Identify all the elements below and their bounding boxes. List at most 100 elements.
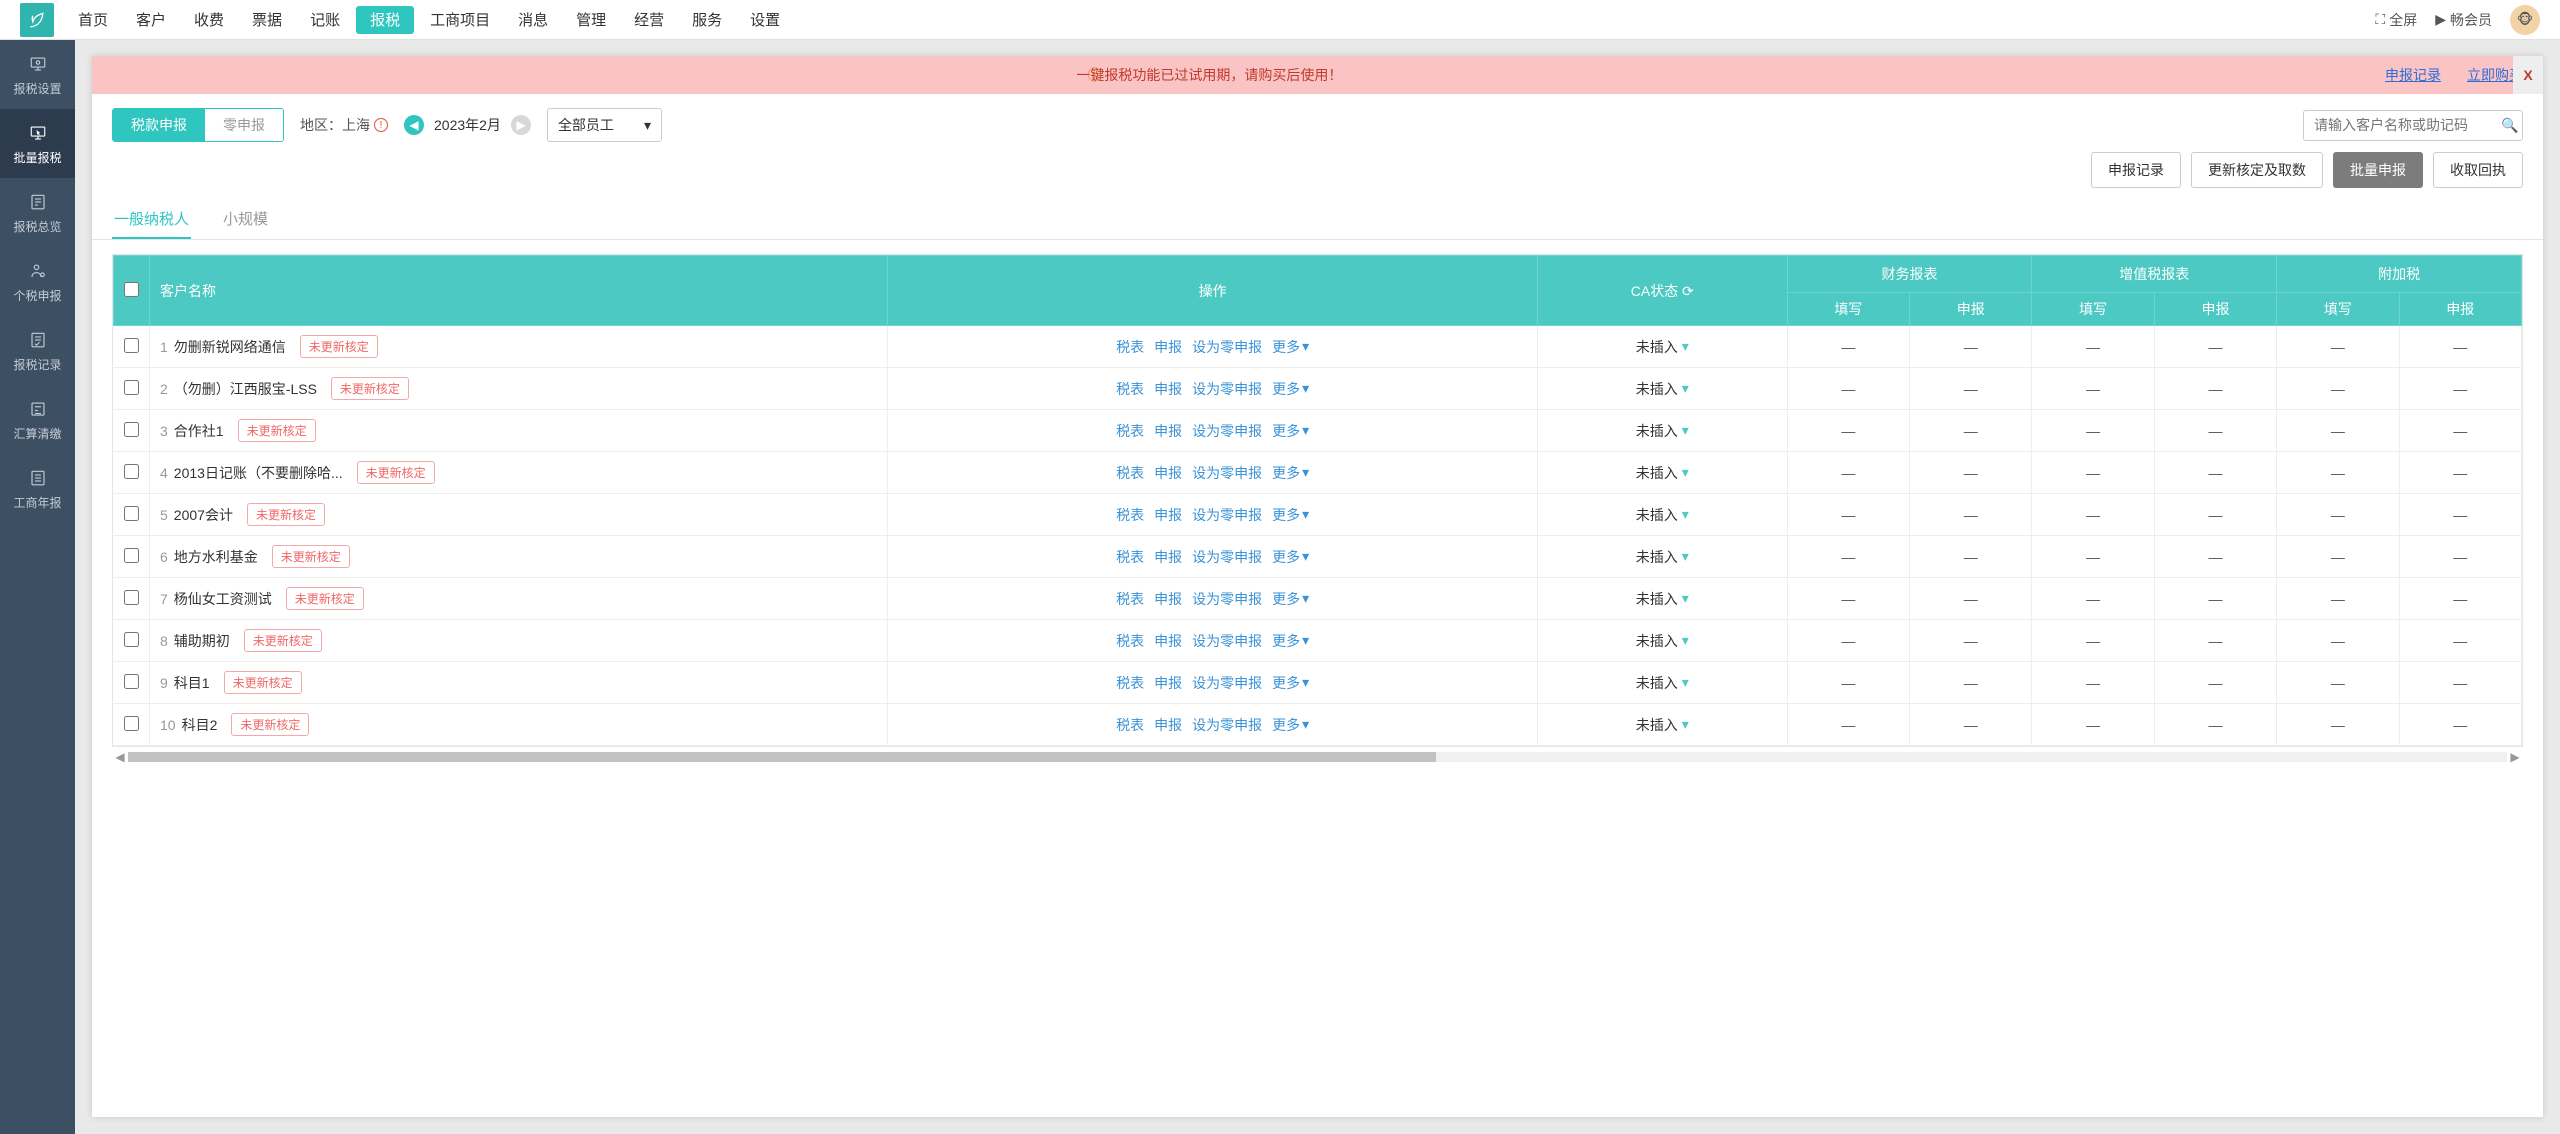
vat-submit-cell[interactable]: — [2154,704,2276,746]
topnav-item-0[interactable]: 首页 [64,0,122,39]
vat-submit-cell[interactable]: — [2154,494,2276,536]
row-checkbox-9[interactable] [124,674,139,689]
link-tax-form[interactable]: 税表 [1116,337,1144,357]
finance-fill-cell[interactable]: — [1787,326,1909,368]
sub-header-vat-fill[interactable]: 填写 [2032,293,2154,326]
status-pill[interactable]: 未更新核定 [244,629,322,652]
link-set-zero-filing[interactable]: 设为零申报 [1192,505,1262,525]
row-checkbox-10[interactable] [124,716,139,731]
link-more-dropdown[interactable]: 更多 ▾ [1272,589,1309,609]
sidebar-item-2[interactable]: 报税总览 [0,178,75,247]
vat-fill-cell[interactable]: — [2032,494,2154,536]
topnav-item-7[interactable]: 消息 [504,0,562,39]
scrollbar-left-arrow[interactable]: ◀ [112,750,128,764]
sub-header-finance-fill[interactable]: 填写 [1787,293,1909,326]
finance-submit-cell[interactable]: — [1910,326,2032,368]
link-tax-form[interactable]: 税表 [1116,463,1144,483]
surtax-submit-cell[interactable]: — [2399,536,2521,578]
ca-status-chevron-icon[interactable]: ▾ [1682,590,1689,607]
vat-fill-cell[interactable]: — [2032,578,2154,620]
finance-submit-cell[interactable]: — [1910,536,2032,578]
finance-submit-cell[interactable]: — [1910,452,2032,494]
ca-status-chevron-icon[interactable]: ▾ [1682,632,1689,649]
vat-submit-cell[interactable]: — [2154,662,2276,704]
surtax-submit-cell[interactable]: — [2399,704,2521,746]
link-more-dropdown[interactable]: 更多 ▾ [1272,715,1309,735]
ca-status-chevron-icon[interactable]: ▾ [1682,464,1689,481]
link-more-dropdown[interactable]: 更多 ▾ [1272,337,1309,357]
vat-fill-cell[interactable]: — [2032,662,2154,704]
surtax-fill-cell[interactable]: — [2277,410,2399,452]
sub-header-vat-submit[interactable]: 申报 [2154,293,2276,326]
region-indicator[interactable]: 地区：上海 ! [300,115,388,135]
topnav-item-10[interactable]: 服务 [678,0,736,39]
finance-fill-cell[interactable]: — [1787,662,1909,704]
link-submit[interactable]: 申报 [1154,547,1182,567]
topnav-item-4[interactable]: 记账 [296,0,354,39]
finance-fill-cell[interactable]: — [1787,704,1909,746]
status-pill[interactable]: 未更新核定 [357,461,435,484]
batch-filing-button[interactable]: 批量申报 [2333,152,2423,188]
user-avatar[interactable]: 🐵 [2510,5,2540,35]
sidebar-item-1-active[interactable]: 批量报税 [0,109,75,178]
link-set-zero-filing[interactable]: 设为零申报 [1192,337,1262,357]
link-more-dropdown[interactable]: 更多 ▾ [1272,421,1309,441]
ca-status-chevron-icon[interactable]: ▾ [1682,422,1689,439]
vat-fill-cell[interactable]: — [2032,536,2154,578]
topnav-item-2[interactable]: 收费 [180,0,238,39]
finance-submit-cell[interactable]: — [1910,410,2032,452]
topnav-item-6[interactable]: 工商项目 [416,0,504,39]
vat-fill-cell[interactable]: — [2032,326,2154,368]
surtax-submit-cell[interactable]: — [2399,578,2521,620]
search-icon[interactable]: 🔍 [2501,117,2518,134]
finance-submit-cell[interactable]: — [1910,662,2032,704]
finance-fill-cell[interactable]: — [1787,578,1909,620]
topnav-item-8[interactable]: 管理 [562,0,620,39]
link-tax-form[interactable]: 税表 [1116,631,1144,651]
surtax-submit-cell[interactable]: — [2399,662,2521,704]
vat-fill-cell[interactable]: — [2032,368,2154,410]
vat-submit-cell[interactable]: — [2154,620,2276,662]
surtax-fill-cell[interactable]: — [2277,704,2399,746]
month-prev-button[interactable]: ◀ [404,115,424,135]
link-tax-form[interactable]: 税表 [1116,673,1144,693]
link-more-dropdown[interactable]: 更多 ▾ [1272,547,1309,567]
finance-submit-cell[interactable]: — [1910,494,2032,536]
month-next-button[interactable]: ▶ [511,115,531,135]
finance-fill-cell[interactable]: — [1787,494,1909,536]
vat-fill-cell[interactable]: — [2032,704,2154,746]
status-pill[interactable]: 未更新核定 [286,587,364,610]
link-set-zero-filing[interactable]: 设为零申报 [1192,421,1262,441]
link-set-zero-filing[interactable]: 设为零申报 [1192,631,1262,651]
link-submit[interactable]: 申报 [1154,421,1182,441]
link-submit[interactable]: 申报 [1154,379,1182,399]
vat-fill-cell[interactable]: — [2032,410,2154,452]
surtax-fill-cell[interactable]: — [2277,578,2399,620]
employee-filter-select[interactable]: 全部员工 ▾ [547,108,662,142]
link-submit[interactable]: 申报 [1154,505,1182,525]
topnav-item-3[interactable]: 票据 [238,0,296,39]
link-set-zero-filing[interactable]: 设为零申报 [1192,547,1262,567]
surtax-submit-cell[interactable]: — [2399,368,2521,410]
scrollbar-thumb[interactable] [128,752,1436,762]
surtax-fill-cell[interactable]: — [2277,620,2399,662]
toggle-zero-filing[interactable]: 零申报 [205,109,283,141]
notice-close-button[interactable]: X [2513,56,2543,94]
sub-header-surtax-submit[interactable]: 申报 [2399,293,2521,326]
status-pill[interactable]: 未更新核定 [238,419,316,442]
row-checkbox-6[interactable] [124,548,139,563]
status-pill[interactable]: 未更新核定 [331,377,409,400]
vat-submit-cell[interactable]: — [2154,326,2276,368]
receive-receipt-button[interactable]: 收取回执 [2433,152,2523,188]
surtax-fill-cell[interactable]: — [2277,494,2399,536]
link-more-dropdown[interactable]: 更多 ▾ [1272,463,1309,483]
link-submit[interactable]: 申报 [1154,673,1182,693]
link-set-zero-filing[interactable]: 设为零申报 [1192,379,1262,399]
sub-header-finance-submit[interactable]: 申报 [1910,293,2032,326]
finance-submit-cell[interactable]: — [1910,368,2032,410]
ca-status-chevron-icon[interactable]: ▾ [1682,548,1689,565]
sidebar-item-3[interactable]: 个税申报 [0,247,75,316]
toggle-tax-filing[interactable]: 税款申报 [113,109,205,141]
ca-status-chevron-icon[interactable]: ▾ [1682,338,1689,355]
link-tax-form[interactable]: 税表 [1116,589,1144,609]
